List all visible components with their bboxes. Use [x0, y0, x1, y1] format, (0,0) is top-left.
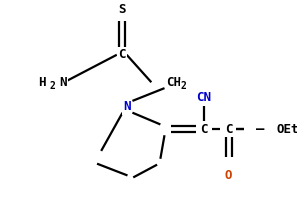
Text: O: O	[225, 169, 232, 181]
Text: N: N	[124, 100, 131, 113]
Text: H: H	[39, 76, 46, 89]
Text: 2: 2	[181, 81, 187, 91]
Text: –: –	[256, 122, 264, 136]
Text: C: C	[225, 123, 232, 136]
Text: N: N	[59, 76, 67, 89]
Text: C: C	[200, 123, 208, 136]
Text: OEt: OEt	[276, 123, 297, 136]
Text: 2: 2	[50, 81, 56, 91]
Text: CH: CH	[166, 76, 181, 89]
Text: S: S	[118, 3, 125, 16]
Text: CN: CN	[197, 92, 211, 104]
Text: C: C	[118, 48, 125, 61]
